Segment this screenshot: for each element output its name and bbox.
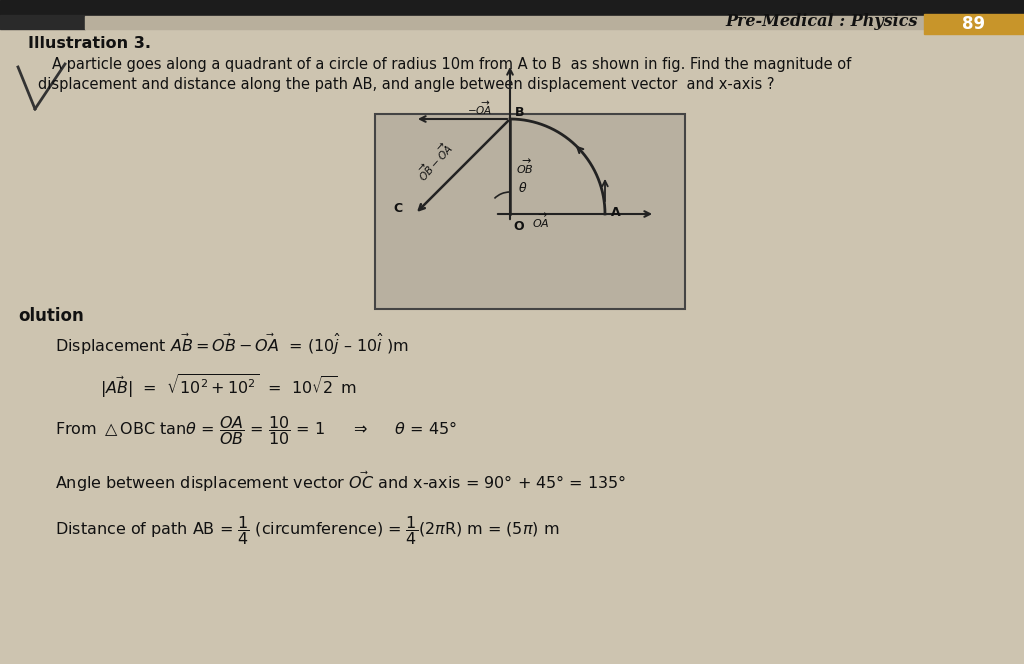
Text: $-\overrightarrow{OA}$: $-\overrightarrow{OA}$ <box>467 100 493 117</box>
Text: $\overrightarrow{OB}-\overrightarrow{OA}$: $\overrightarrow{OB}-\overrightarrow{OA}… <box>413 139 456 184</box>
Text: 89: 89 <box>963 15 985 33</box>
Text: olution: olution <box>18 307 84 325</box>
Text: From $\triangle$OBC tan$\theta$ = $\dfrac{OA}{OB}$ = $\dfrac{10}{10}$ = 1     $\: From $\triangle$OBC tan$\theta$ = $\dfra… <box>55 414 457 448</box>
Bar <box>0 0 1024 16</box>
Text: displacement and distance along the path AB, and angle between displacement vect: displacement and distance along the path… <box>38 76 774 92</box>
Text: B: B <box>515 106 524 119</box>
Text: $\theta$: $\theta$ <box>518 181 527 195</box>
Text: C: C <box>393 202 402 215</box>
Bar <box>0 15 85 29</box>
Text: Illustration 3.: Illustration 3. <box>28 37 151 52</box>
Bar <box>924 14 1024 34</box>
Text: O: O <box>513 220 523 233</box>
Text: Pre-Medical : Physics: Pre-Medical : Physics <box>725 13 918 31</box>
Text: A particle goes along a quadrant of a circle of radius 10m from A to B  as shown: A particle goes along a quadrant of a ci… <box>52 56 851 72</box>
Bar <box>85 16 924 29</box>
Text: $\overrightarrow{OB}$: $\overrightarrow{OB}$ <box>516 158 534 176</box>
Text: Angle between displacement vector $\vec{OC}$ and x-axis = 90° + 45° = 135°: Angle between displacement vector $\vec{… <box>55 470 627 494</box>
Bar <box>375 114 685 309</box>
Text: $|\vec{AB}|$  =  $\sqrt{10^2+10^2}$  =  10$\sqrt{2}$ m: $|\vec{AB}|$ = $\sqrt{10^2+10^2}$ = 10$\… <box>100 372 356 400</box>
Text: Displacement $\vec{AB} = \vec{OB}-\vec{OA}$  = (10$\hat{j}$ – 10$\hat{i}$ )m: Displacement $\vec{AB} = \vec{OB}-\vec{O… <box>55 331 409 357</box>
Text: Distance of path AB = $\dfrac{1}{4}$ (circumference) = $\dfrac{1}{4}$(2$\pi$R) m: Distance of path AB = $\dfrac{1}{4}$ (ci… <box>55 515 559 548</box>
Text: A: A <box>611 206 621 219</box>
Text: $\overrightarrow{OA}$: $\overrightarrow{OA}$ <box>532 212 550 230</box>
